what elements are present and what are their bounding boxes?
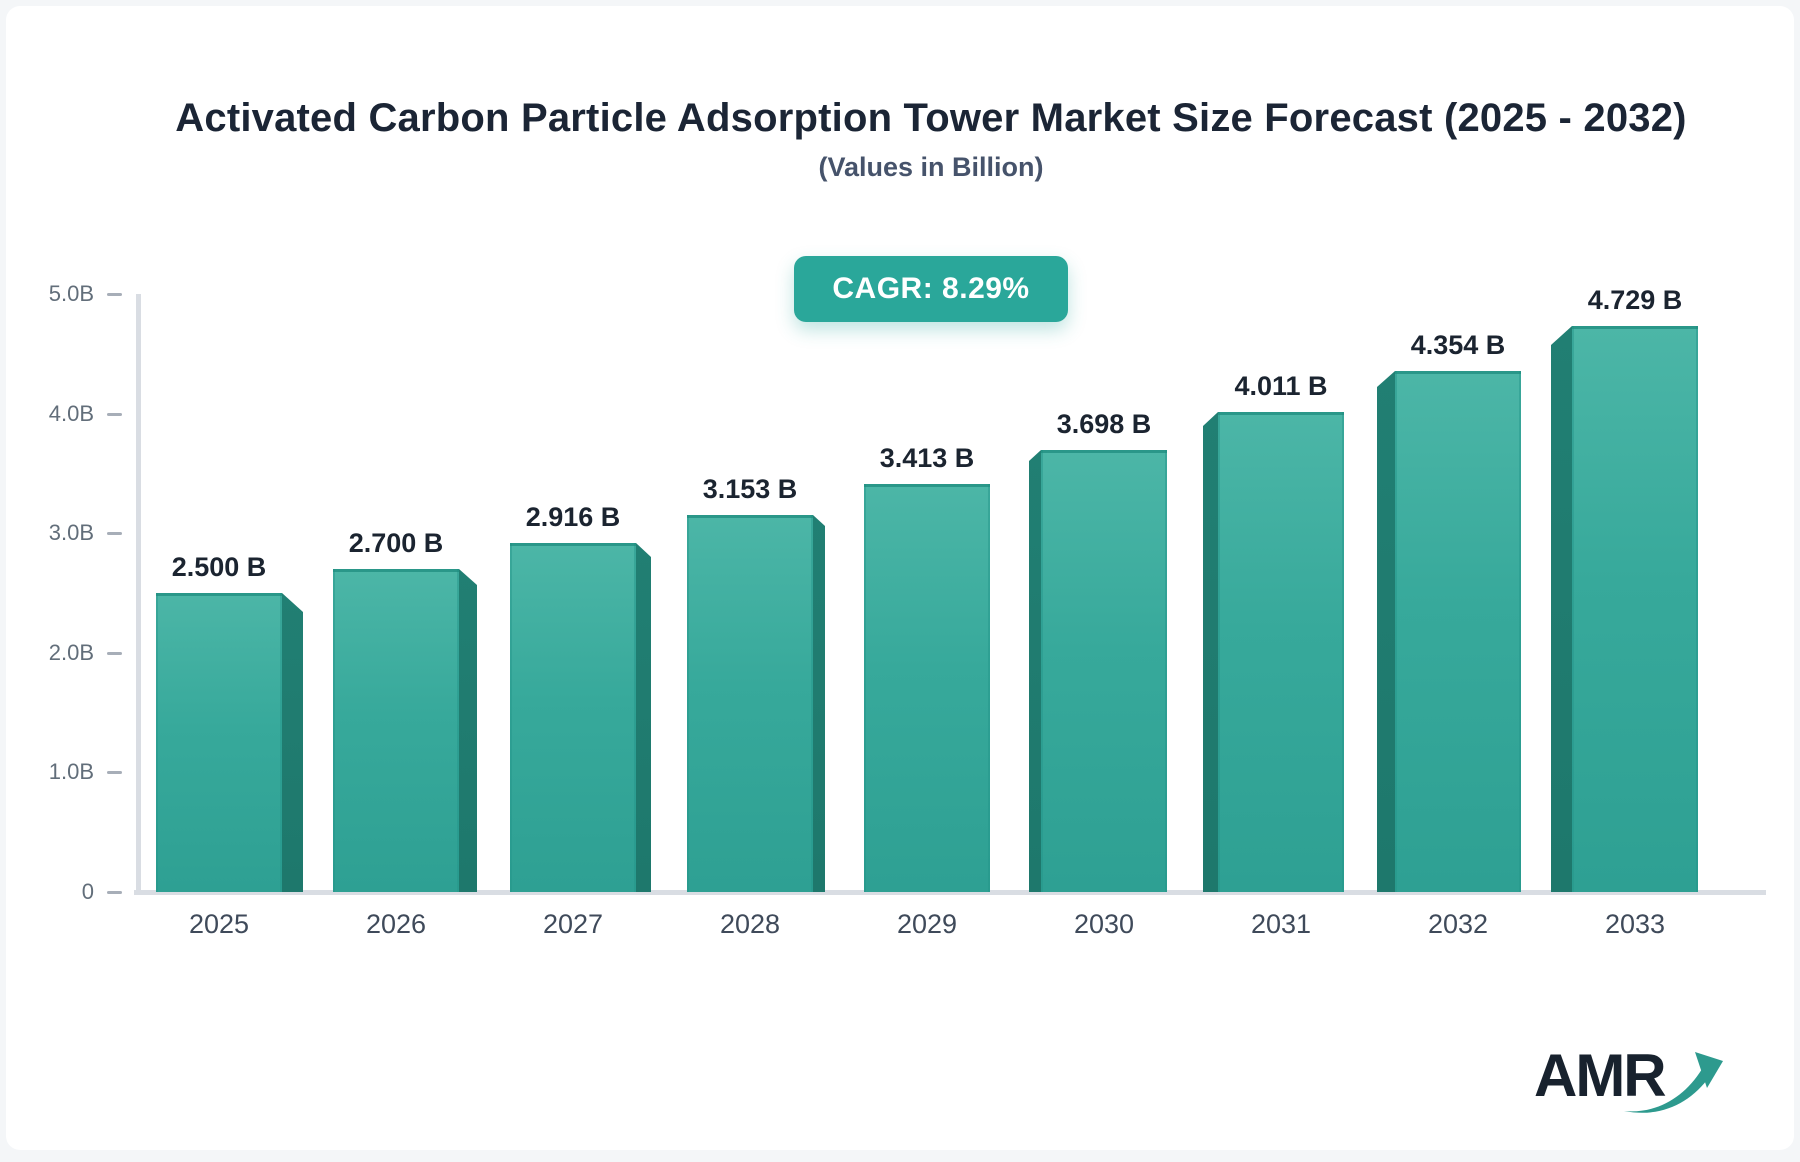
amr-logo-text: AMR <box>1534 1042 1667 1109</box>
bar-2032[interactable] <box>1395 371 1521 892</box>
bar-2029[interactable] <box>864 484 990 892</box>
bar-2031[interactable] <box>1218 412 1344 892</box>
bar-2027[interactable] <box>510 543 636 892</box>
bar-value-label: 4.011 B <box>1234 371 1328 401</box>
y-tick-label: 5.0B <box>48 281 94 306</box>
x-tick-label: 2029 <box>896 909 958 939</box>
y-tick-label: 0 <box>81 879 94 904</box>
x-tick-label: 2027 <box>542 909 604 939</box>
bar-value-label: 3.413 B <box>879 443 975 473</box>
plot-area: 5.0B 4.0B 3.0B 2.0B 1.0B 0 2.500 B 2025 2.700 B 2… <box>6 6 1800 1162</box>
bar-value-label: 4.354 B <box>1410 330 1506 360</box>
bar-value-label: 2.916 B <box>525 502 621 532</box>
cagr-badge: CAGR: 8.29% <box>794 256 1068 322</box>
bar-side-face <box>282 593 303 892</box>
y-tick-dash <box>107 293 122 296</box>
growth-arrow-icon <box>1624 1052 1723 1113</box>
y-tick-dash <box>107 413 122 416</box>
x-tick-label: 2032 <box>1427 909 1489 939</box>
bar-side-face <box>636 543 651 892</box>
bar-value-label: 2.500 B <box>171 552 267 582</box>
x-tick-label: 2033 <box>1604 909 1666 939</box>
chart-title: Activated Carbon Particle Adsorption Tow… <box>175 96 1687 140</box>
y-tick-dash <box>107 652 122 655</box>
x-tick-label: 2028 <box>719 909 781 939</box>
bar-side-face <box>1029 450 1041 892</box>
bar-2025[interactable] <box>156 593 282 892</box>
chart-card: Activated Carbon Particle Adsorption Tow… <box>6 6 1794 1150</box>
x-tick-label: 2031 <box>1250 909 1312 939</box>
bar-side-face <box>1551 326 1572 892</box>
y-tick-dash <box>107 891 122 894</box>
bar-2030[interactable] <box>1041 450 1167 892</box>
x-axis-line <box>134 890 1766 895</box>
y-tick-dash <box>107 532 122 535</box>
x-tick-label: 2025 <box>188 909 250 939</box>
bar-2033[interactable] <box>1572 326 1698 892</box>
bar-2028[interactable] <box>687 515 813 892</box>
bar-side-face <box>459 569 477 892</box>
cagr-badge-row: CAGR: 8.29% <box>56 256 1800 322</box>
bar-side-face <box>1377 371 1395 892</box>
y-tick-label: 4.0B <box>48 401 94 426</box>
bar-2026[interactable] <box>333 569 459 892</box>
y-tick-label: 2.0B <box>48 640 94 665</box>
bar-value-label: 2.700 B <box>348 528 444 558</box>
bar-value-label: 3.153 B <box>702 474 798 504</box>
amr-logo: AMR <box>1534 1044 1724 1128</box>
y-axis-line <box>136 294 141 893</box>
bar-value-label: 3.698 B <box>1056 409 1152 439</box>
y-tick-label: 1.0B <box>48 759 94 784</box>
bar-side-face <box>1203 412 1218 892</box>
y-tick-dash <box>107 771 122 774</box>
y-tick-label: 3.0B <box>48 520 94 545</box>
bar-value-label: 4.729 B <box>1587 285 1683 315</box>
x-tick-label: 2026 <box>365 909 427 939</box>
bar-side-face <box>813 515 825 892</box>
x-tick-label: 2030 <box>1073 909 1135 939</box>
chart-subtitle: (Values in Billion) <box>818 152 1044 182</box>
